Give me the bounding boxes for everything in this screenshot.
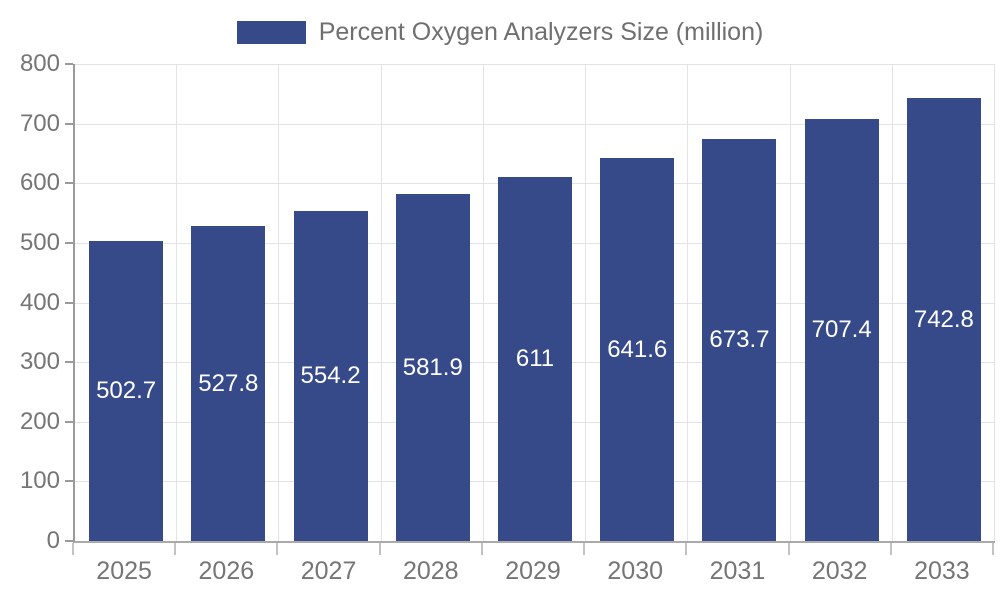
plot-area: 502.7 527.8 554.2 581.9 611 641.6 673.7 707.4 74… bbox=[73, 64, 995, 543]
gridline-v bbox=[278, 64, 280, 541]
chart-legend[interactable]: Percent Oxygen Analyzers Size (million) bbox=[0, 14, 1000, 50]
bar-value-label: 707.4 bbox=[811, 316, 872, 344]
x-tick-label-2025: 2025 bbox=[96, 557, 152, 585]
x-tick-label-2027: 2027 bbox=[300, 557, 357, 585]
x-tick-label-2031: 2031 bbox=[709, 557, 766, 585]
gridline-v bbox=[176, 64, 178, 541]
bar-2031[interactable]: 673.7 bbox=[702, 139, 777, 541]
bar-2032[interactable]: 707.4 bbox=[804, 119, 879, 541]
x-tick-label-2028: 2028 bbox=[402, 557, 459, 585]
gridline-v bbox=[994, 64, 995, 541]
bar-2025[interactable]: 502.7 bbox=[89, 241, 164, 541]
bar-2026[interactable]: 527.8 bbox=[191, 226, 266, 541]
bar-2029[interactable]: 611 bbox=[498, 176, 572, 541]
x-tick bbox=[787, 543, 790, 555]
x-tick-label-2033: 2033 bbox=[914, 557, 970, 585]
x-tick-label-2029: 2029 bbox=[505, 557, 561, 585]
legend-label: Percent Oxygen Analyzers Size (million) bbox=[318, 17, 764, 46]
bar-2028[interactable]: 581.9 bbox=[395, 194, 470, 541]
bar-value-label: 581.9 bbox=[402, 353, 463, 381]
y-tick bbox=[65, 182, 73, 185]
gridline-h-700 bbox=[75, 123, 995, 125]
bar-2033[interactable]: 742.8 bbox=[906, 98, 981, 541]
gridline-v bbox=[687, 64, 689, 541]
y-tick bbox=[65, 63, 73, 65]
gridline-v bbox=[380, 64, 382, 541]
x-tick bbox=[685, 543, 688, 555]
bar-value-label: 611 bbox=[515, 344, 555, 372]
bar-2030[interactable]: 641.6 bbox=[600, 158, 675, 541]
y-tick bbox=[65, 540, 73, 542]
y-tick bbox=[65, 122, 73, 125]
y-tick bbox=[65, 480, 73, 483]
bar-value-label: 527.8 bbox=[198, 369, 259, 397]
y-tick-label: 500 bbox=[19, 228, 60, 256]
y-tick bbox=[65, 301, 73, 304]
x-tick bbox=[889, 543, 892, 555]
gridline-v bbox=[891, 64, 893, 541]
x-tick bbox=[992, 543, 994, 555]
y-tick-label: 600 bbox=[19, 169, 60, 197]
y-tick bbox=[65, 361, 73, 364]
y-tick bbox=[65, 241, 73, 244]
y-tick-label: 400 bbox=[19, 288, 60, 316]
y-tick-label: 0 bbox=[46, 527, 60, 554]
y-tick-label: 700 bbox=[19, 109, 60, 137]
y-tick bbox=[65, 420, 73, 423]
gridline-v bbox=[482, 64, 484, 541]
bar-value-label: 641.6 bbox=[607, 335, 668, 363]
x-tick-label-2026: 2026 bbox=[198, 557, 255, 585]
bar-value-label: 554.2 bbox=[300, 361, 361, 389]
gridline-h-800 bbox=[75, 64, 995, 65]
x-tick bbox=[72, 543, 74, 555]
x-tick bbox=[174, 543, 177, 555]
bar-2027[interactable]: 554.2 bbox=[293, 210, 368, 541]
bar-value-label: 673.7 bbox=[709, 326, 770, 354]
bar-value-label: 742.8 bbox=[913, 305, 974, 333]
y-tick-label: 200 bbox=[19, 407, 60, 435]
x-tick bbox=[583, 543, 586, 555]
legend-swatch[interactable] bbox=[236, 20, 306, 44]
x-tick-label-2032: 2032 bbox=[811, 557, 868, 585]
y-tick-label: 100 bbox=[19, 467, 60, 495]
x-tick bbox=[378, 543, 381, 555]
x-tick-label-2030: 2030 bbox=[607, 557, 664, 585]
y-tick-label: 300 bbox=[19, 348, 60, 376]
gridline-v bbox=[789, 64, 791, 541]
x-tick bbox=[276, 543, 279, 555]
y-tick-label: 800 bbox=[19, 50, 60, 77]
gridline-v bbox=[585, 64, 587, 541]
x-tick bbox=[480, 543, 483, 555]
bar-value-label: 502.7 bbox=[96, 377, 157, 405]
